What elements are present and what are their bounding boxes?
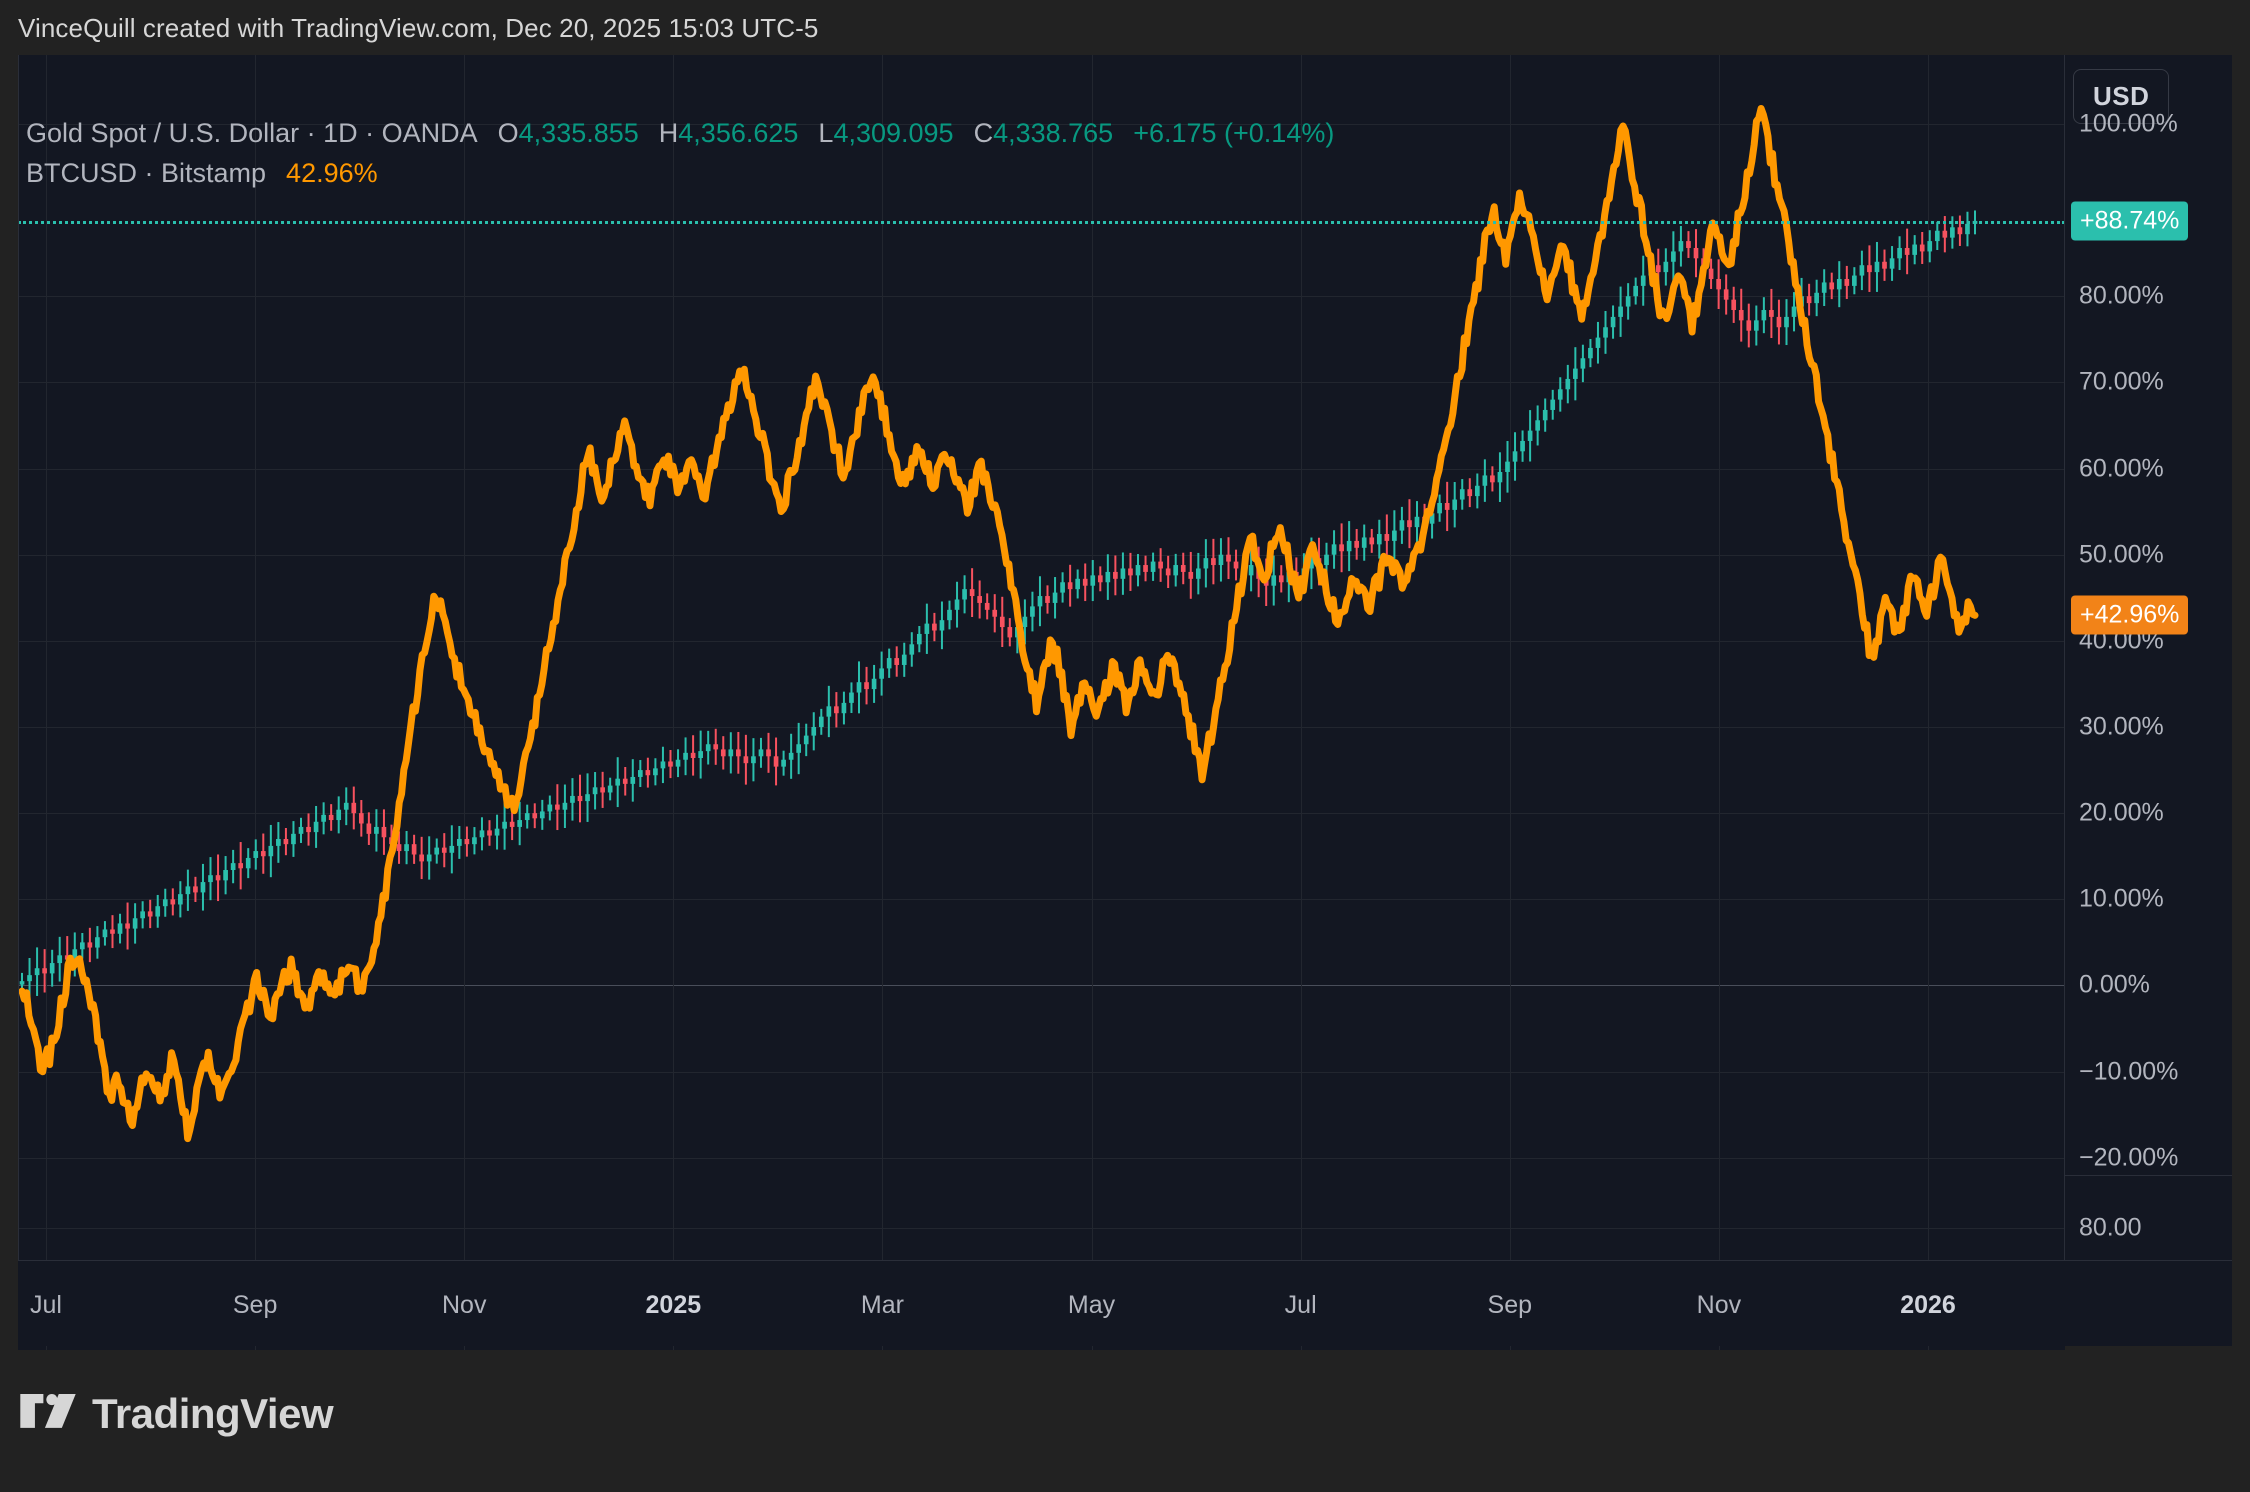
gridline-vertical — [673, 55, 674, 1175]
gridline-vertical — [255, 55, 256, 1175]
currency-badge[interactable]: USD — [2073, 69, 2170, 124]
legend-value-btcusd: 42.96% — [286, 158, 378, 188]
main-price-pane[interactable] — [18, 55, 2065, 1175]
legend-high-value: 4,356.625 — [678, 118, 799, 148]
time-axis-label: Nov — [441, 1291, 487, 1319]
pane-right-border — [2064, 55, 2065, 1345]
price-axis-label: 30.00% — [2079, 712, 2164, 741]
price-badge-btcusd[interactable]: +42.96% — [2071, 595, 2189, 635]
time-axis-label: Sep — [1487, 1291, 1533, 1319]
gridline-horizontal-sub — [18, 1228, 2065, 1229]
gridline-vertical — [1719, 55, 1720, 1175]
gridline-horizontal — [18, 813, 2065, 815]
gridline-horizontal — [18, 382, 2065, 384]
pane-left-border — [18, 55, 19, 1345]
chart-legend: Gold Spot / U.S. Dollar · 1D · OANDA O4,… — [26, 113, 1334, 193]
time-axis-label: Sep — [232, 1291, 278, 1319]
legend-row-gold[interactable]: Gold Spot / U.S. Dollar · 1D · OANDA O4,… — [26, 113, 1334, 153]
legend-open: O4,335.855 — [498, 113, 639, 153]
current-price-line — [18, 220, 2065, 224]
time-axis-label: May — [1067, 1291, 1116, 1319]
price-axis-label: 10.00% — [2079, 884, 2164, 913]
price-axis-label: 20.00% — [2079, 798, 2164, 827]
price-axis-label: −10.00% — [2079, 1057, 2179, 1086]
price-axis-label: 50.00% — [2079, 540, 2164, 569]
price-axis-label: 0.00% — [2079, 970, 2150, 999]
price-axis-label: 80.00% — [2079, 281, 2164, 310]
legend-title-btcusd: BTCUSD · Bitstamp — [26, 158, 267, 188]
time-axis-label: Jul — [1284, 1291, 1317, 1319]
tradingview-logo-icon — [20, 1394, 76, 1428]
price-badge-gold[interactable]: +88.74% — [2071, 201, 2189, 241]
legend-high-label: H — [658, 118, 679, 148]
sub-pane-axis-label: 80.00 — [2079, 1213, 2142, 1241]
gridline-horizontal — [18, 1071, 2065, 1073]
gridline-vertical — [464, 55, 465, 1175]
legend-open-label: O — [497, 118, 519, 148]
legend-low: L4,309.095 — [818, 113, 953, 153]
gridline-horizontal — [18, 554, 2065, 556]
price-axis-label: 100.00% — [2079, 109, 2178, 138]
price-axis-label: 60.00% — [2079, 454, 2164, 483]
legend-low-value: 4,309.095 — [833, 118, 954, 148]
time-axis-label: Jul — [30, 1291, 62, 1319]
legend-close: C4,338.765 — [974, 113, 1114, 153]
gridline-horizontal — [18, 1157, 2065, 1159]
attribution-text: VinceQuill created with TradingView.com,… — [18, 13, 819, 43]
price-axis-label: −20.00% — [2079, 1143, 2179, 1172]
tradingview-wordmark: TradingView — [92, 1390, 334, 1437]
gridline-vertical — [1301, 55, 1302, 1175]
price-axis[interactable]: USD 100.00% 80.00% 70.00% 60.00% 50.00% 40.00… — [2065, 55, 2232, 1345]
legend-change-gold: +6.175 (+0.14%) — [1133, 118, 1335, 148]
legend-close-value: 4,338.765 — [993, 118, 1114, 148]
price-axis-label: 70.00% — [2079, 367, 2164, 396]
time-axis-label: 2026 — [1900, 1291, 1956, 1319]
gridline-vertical — [1092, 55, 1093, 1175]
gridline-horizontal — [18, 296, 2065, 298]
gridline-horizontal — [18, 899, 2065, 901]
price-plot — [18, 105, 1979, 1143]
time-axis-label: Nov — [1696, 1291, 1742, 1319]
legend-open-value: 4,335.855 — [518, 118, 639, 148]
gridline-vertical — [882, 55, 883, 1175]
gridline-horizontal — [18, 727, 2065, 728]
gridline-vertical — [1510, 55, 1511, 1175]
gridline-horizontal — [18, 468, 2065, 470]
legend-title-gold: Gold Spot / U.S. Dollar · 1D · OANDA — [26, 118, 478, 148]
legend-row-btcusd[interactable]: BTCUSD · Bitstamp 42.96% — [26, 153, 1334, 193]
time-axis[interactable]: Jul Sep Nov 2025 Mar May Jul Sep Nov 2026 — [18, 1260, 2232, 1346]
gridline-horizontal — [18, 640, 2065, 642]
gridline-horizontal — [18, 123, 2065, 125]
gridline-vertical — [46, 55, 47, 1175]
legend-close-label: C — [973, 118, 994, 148]
chart-frame: Gold Spot / U.S. Dollar · 1D · OANDA O4,… — [18, 55, 2232, 1350]
legend-low-label: L — [818, 118, 834, 148]
time-axis-label: Mar — [860, 1291, 904, 1319]
legend-high: H4,356.625 — [659, 113, 799, 153]
axis-pane-separator — [2065, 1175, 2232, 1176]
time-axis-label: 2025 — [645, 1291, 702, 1319]
tradingview-footer: TradingView — [20, 1390, 334, 1438]
gridline-horizontal — [18, 985, 2065, 987]
